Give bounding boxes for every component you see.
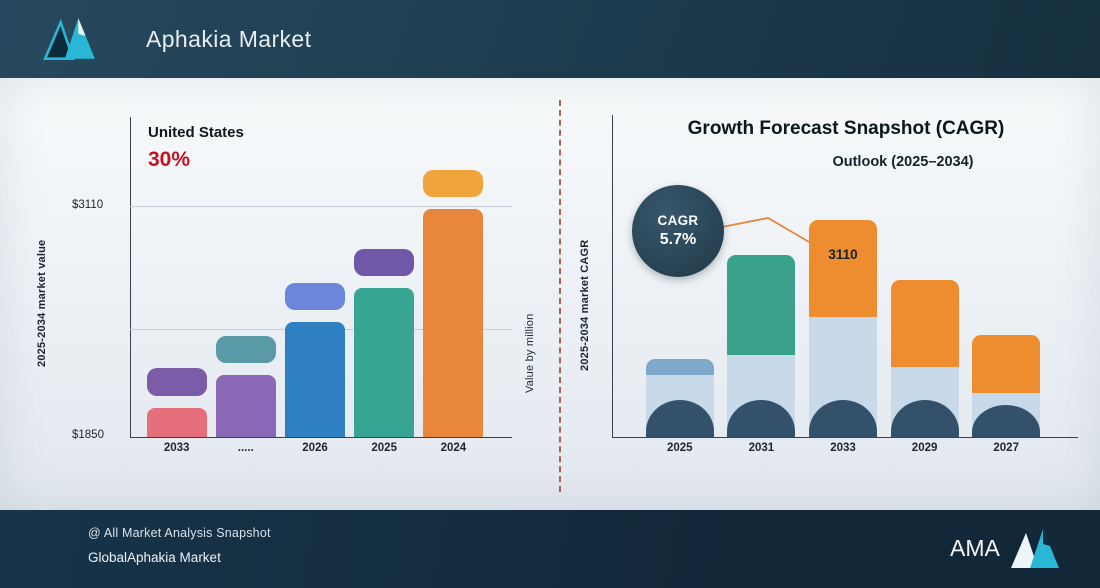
left-x-labels: 2033..... 2026 2025 2024: [142, 442, 488, 460]
footer-source: GlobalAphakia Market: [88, 550, 221, 565]
footer-bar: @ All Market Analysis Snapshot GlobalAph…: [0, 510, 1100, 588]
value-by-million-label: Value by million: [524, 313, 536, 393]
bar-top-2033: [809, 220, 877, 317]
bar-2033: [146, 407, 207, 437]
footer-brand-text: AMA: [950, 535, 1000, 561]
right-x-labels: 2025 2031 2033 2029 2027: [639, 442, 1047, 460]
bar-value-label: 3110: [828, 247, 858, 262]
right-chart-title: Growth Forecast Snapshot (CAGR): [687, 118, 1005, 139]
ama-logo-footer: [1008, 528, 1062, 570]
right-chart-subtitle: Outlook (2025–2034): [832, 154, 974, 170]
x-label: 2033: [830, 442, 856, 454]
right-bars: 3110: [639, 115, 1047, 437]
bar-top-2025: [645, 359, 714, 375]
bar-top-2031: [727, 255, 796, 355]
bar-cap-.....: [215, 335, 276, 363]
footer-tagline: @ All Market Analysis Snapshot: [88, 526, 271, 540]
ama-logo-icon: [1011, 529, 1059, 568]
cagr-badge-label: CAGR: [657, 213, 699, 228]
main-canvas: 2025-2034 market value United States 30%…: [0, 78, 1100, 510]
left-y-ticks: $3110 $1850: [0, 78, 130, 510]
bar-cap-2024: [423, 170, 484, 198]
right-y-axis-line: [612, 115, 613, 437]
bar-.....: [215, 374, 276, 437]
x-label: 2033: [163, 442, 190, 454]
bar-top-2027: [972, 335, 1041, 393]
left-x-axis-line: [130, 437, 512, 438]
cagr-badge-value: 5.7%: [659, 231, 697, 248]
ama-logo: [42, 17, 98, 61]
bar-top-2029: [890, 280, 959, 367]
right-x-axis-line: [612, 437, 1078, 438]
page-title: Aphakia Market: [146, 25, 312, 52]
header-bar: Aphakia Market: [0, 0, 1100, 78]
x-label: 2025: [371, 442, 397, 454]
ama-logo-icon: [43, 18, 95, 60]
x-label: .....: [237, 442, 254, 454]
panel-divider: [559, 100, 561, 492]
left-y-axis-line: [130, 117, 131, 437]
right-y-axis-label: 2025-2034 market CAGR: [579, 239, 591, 372]
left-bars: [142, 117, 488, 437]
x-label: 2025: [667, 442, 693, 454]
gridline: [130, 205, 512, 207]
x-label: 2029: [911, 442, 938, 454]
bar-cap-2026: [285, 282, 345, 310]
left-chart-title: United States: [148, 124, 244, 141]
left-chart-annotation: 30%: [148, 148, 191, 171]
bar-cap-2025: [354, 248, 415, 276]
cagr-badge: CAGR 5.7%: [632, 185, 724, 277]
bar-cap-2033: [146, 368, 207, 396]
x-label: 2024: [440, 442, 467, 454]
bar-2024: [423, 209, 484, 437]
y-tick-label: $1850: [72, 429, 104, 441]
x-label: 2027: [993, 442, 1019, 454]
x-label: 2026: [302, 442, 328, 454]
bar-2026: [285, 321, 345, 437]
x-label: 2031: [748, 442, 775, 454]
y-tick-label: $3110: [72, 198, 104, 211]
bar-2025: [354, 287, 415, 437]
